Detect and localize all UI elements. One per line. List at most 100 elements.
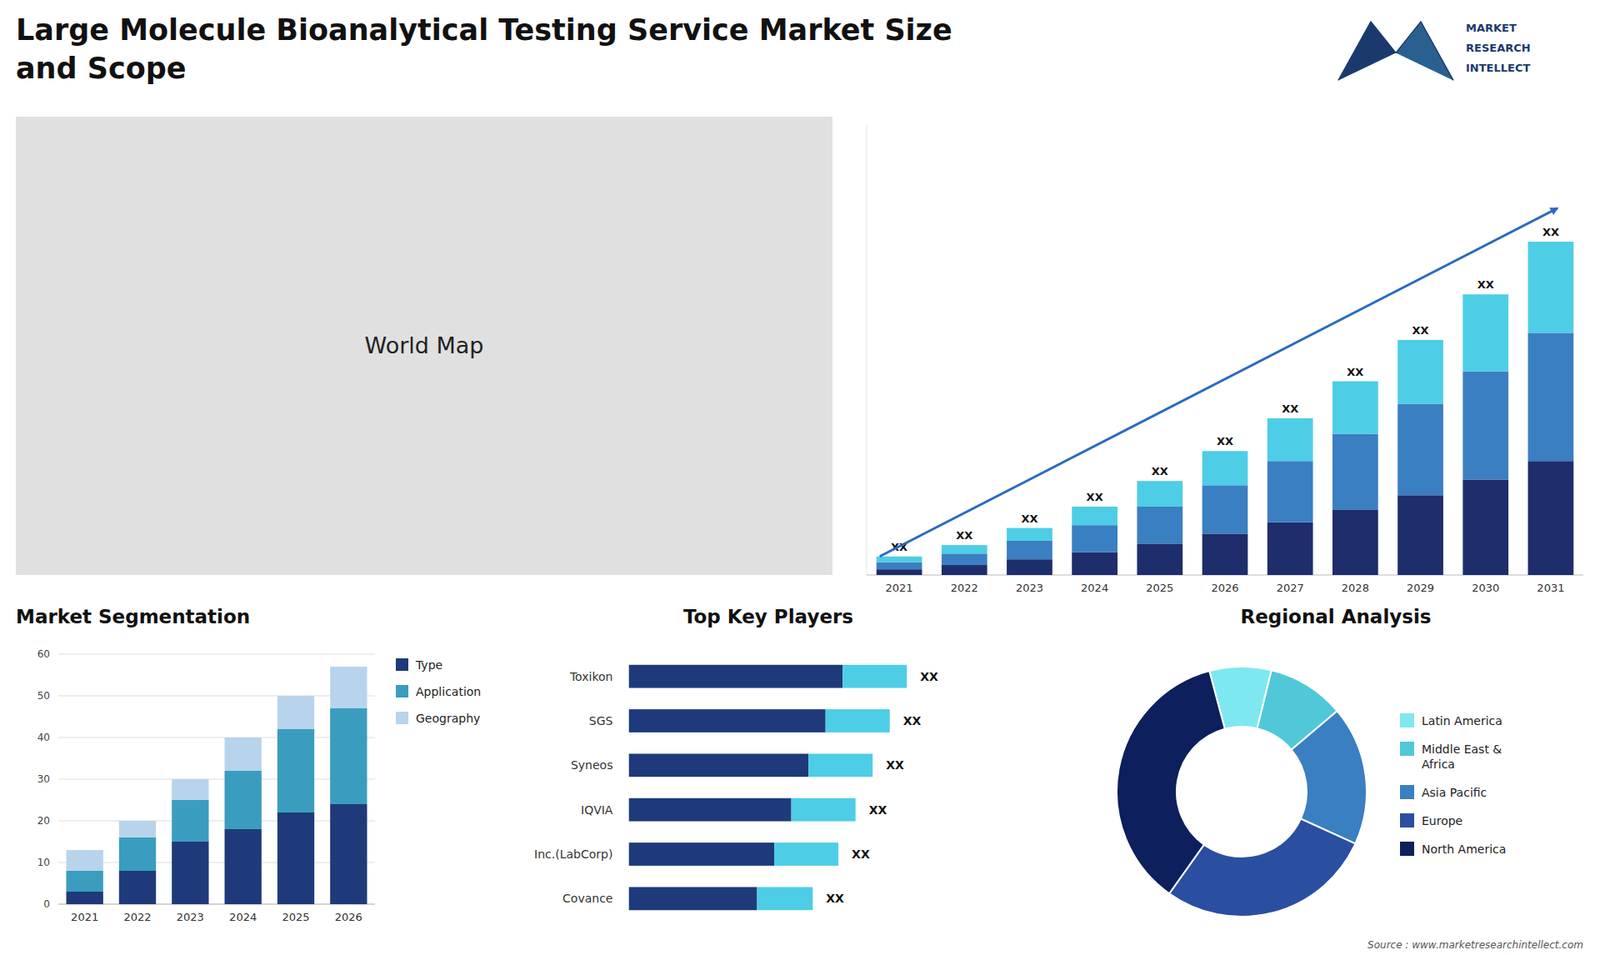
category-label: SGS (589, 714, 614, 728)
total-label: XX (1346, 365, 1364, 379)
bar-segment (1202, 450, 1249, 485)
total-label: XX (1151, 465, 1169, 478)
bar-segment (1071, 552, 1118, 575)
bar-segment (1136, 506, 1183, 544)
logo-text: INTELLECT (1465, 61, 1530, 75)
y-tick-label: 60 (37, 648, 50, 660)
bar-segment (1202, 533, 1249, 575)
bar-segment (330, 708, 367, 805)
bar-segment (825, 709, 890, 733)
bar-segment (757, 886, 814, 910)
y-tick-label: 10 (37, 856, 50, 869)
bar-segment (1006, 528, 1053, 541)
bar-segment (277, 695, 315, 730)
bar-segment (1462, 479, 1509, 575)
x-tick-label: 2022 (123, 910, 151, 924)
y-axis-line (866, 125, 868, 575)
map-placeholder (15, 116, 833, 575)
x-tick-label: 2025 (1145, 581, 1174, 595)
legend-swatch (1400, 841, 1415, 856)
logo-shape (1338, 21, 1396, 80)
logo-text: RESEARCH (1465, 41, 1531, 55)
legend-label: Type (415, 658, 443, 672)
x-tick-label: 2023 (176, 910, 205, 924)
x-tick-label: 2026 (1210, 581, 1239, 595)
legend-label: Europe (1421, 814, 1463, 828)
bar-segment (941, 565, 988, 575)
y-tick-label: 20 (37, 815, 50, 827)
chart-title: Market Segmentation (15, 605, 250, 628)
bar-segment (876, 556, 923, 563)
chart-title: Large Molecule Bioanalytical Testing Ser… (15, 13, 953, 85)
bar-segment (791, 798, 856, 822)
total-label: XX (920, 670, 939, 684)
horizontal-bar-chart: ToxikonSGSSyneosIQVIAInc.(LabCorp)Covanc… (534, 665, 939, 910)
bar-segment (876, 562, 923, 570)
text-line: Africa (1421, 757, 1455, 771)
bar-segment (225, 770, 262, 830)
bar-segment (330, 804, 367, 905)
bar-segment (171, 779, 209, 800)
total-label: XX (1281, 402, 1299, 415)
grid-line (58, 737, 375, 739)
bar-segment (119, 870, 156, 905)
grid-line (58, 904, 375, 905)
bar-segment (628, 886, 757, 910)
bar-segment (628, 753, 809, 777)
total-label: XX (955, 529, 973, 542)
source-text: Source : www.marketresearchintellect.com (1367, 939, 1584, 951)
bar-segment (277, 812, 315, 905)
bar-segment (66, 891, 104, 905)
chart-title: Top Key Players (683, 605, 854, 628)
bar-segment (1071, 525, 1118, 552)
text-line: Large Molecule Bioanalytical Testing Ser… (15, 13, 953, 47)
bar-segment (1397, 495, 1444, 575)
x-tick-label: 2027 (1276, 581, 1305, 595)
bar-segment (628, 798, 791, 822)
legend-label: Latin America (1421, 714, 1503, 728)
page: Large Molecule Bioanalytical Testing Ser… (0, 0, 1600, 955)
bar-segment (225, 737, 262, 771)
bar-segment (171, 841, 209, 905)
x-tick-label: 2023 (1015, 581, 1044, 595)
logo: MARKETRESEARCHINTELLECT (1338, 21, 1531, 80)
category-label: Toxikon (569, 670, 614, 684)
legend-swatch (1400, 813, 1415, 828)
grid-line (58, 695, 375, 697)
bar-segment (628, 842, 775, 866)
bar-segment (1006, 559, 1053, 575)
donut-chart: Latin AmericaMiddle East &AfricaAsia Pac… (1116, 666, 1506, 917)
bar-segment (628, 709, 825, 733)
bar-segment (808, 753, 873, 777)
bar-segment (1202, 485, 1249, 534)
total-label: XX (1086, 490, 1104, 504)
x-tick-label: 2026 (335, 910, 363, 924)
bar-segment (1397, 340, 1444, 405)
total-label: XX (1216, 435, 1234, 448)
bar-segment (330, 666, 367, 709)
bar-segment (1006, 540, 1053, 560)
legend-label: Middle East &Africa (1421, 742, 1502, 771)
x-tick-label: 2021 (70, 910, 99, 924)
y-tick-label: 0 (43, 898, 50, 910)
chart-title: Regional Analysis (1240, 605, 1431, 628)
legend-swatch (1400, 785, 1415, 800)
y-tick-label: 40 (37, 731, 50, 744)
category-label: Inc.(LabCorp) (534, 847, 613, 861)
x-tick-label: 2022 (950, 581, 979, 595)
logo-shape (1395, 21, 1454, 80)
legend-swatch (395, 658, 409, 671)
total-label: XX (903, 714, 922, 728)
x-tick-label: 2025 (281, 910, 310, 924)
total-label: XX (851, 847, 870, 861)
x-tick-label: 2021 (885, 581, 914, 595)
y-tick-label: 30 (37, 773, 50, 785)
x-tick-label: 2024 (229, 910, 257, 924)
category-label: Covance (562, 891, 613, 905)
legend-label: Application (415, 685, 481, 699)
bar-segment (1528, 460, 1575, 575)
x-tick-label: 2030 (1471, 581, 1500, 595)
bar-chart: 0102030405060202120222023202420252026Typ… (37, 648, 482, 924)
legend-swatch (395, 711, 409, 725)
bar-segment (1397, 404, 1444, 495)
